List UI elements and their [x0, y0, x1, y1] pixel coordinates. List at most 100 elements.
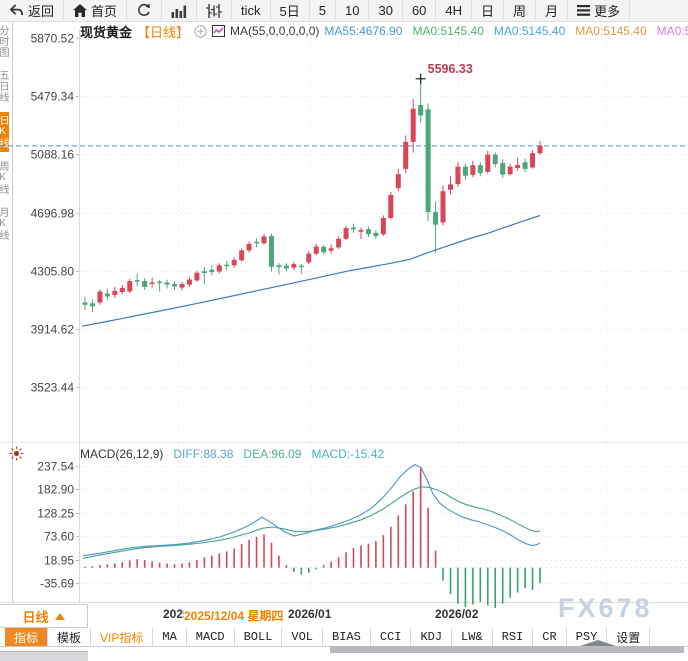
candle	[336, 238, 342, 248]
crosshair-date-tooltip: 2025/12/04 星期四	[184, 607, 284, 624]
candle	[231, 259, 237, 266]
x-axis-label-3: 2026/02	[435, 607, 479, 621]
candle	[82, 302, 88, 305]
tick-tab[interactable]: tick	[232, 0, 271, 21]
macd-header: MACD(26,12,9) DIFF:88.38 DEA:96.09 MACD:-1…	[80, 447, 680, 462]
sidebar-item-0[interactable]: 分时图	[0, 25, 8, 58]
candle	[179, 284, 185, 288]
4h-tab[interactable]: 4H	[436, 0, 473, 21]
candle	[119, 287, 125, 293]
fx678-watermark: FX678	[558, 593, 653, 623]
more-button[interactable]: 更多	[568, 0, 631, 21]
alert-sun-icon[interactable]	[9, 446, 24, 466]
candle	[328, 248, 334, 251]
price-y-tick: 4305.80	[31, 265, 75, 279]
sidebar-item-4[interactable]: 月K线	[0, 207, 8, 241]
candle	[142, 281, 148, 287]
tab-settings[interactable]: 设置	[607, 628, 651, 646]
home-icon	[73, 4, 88, 17]
tab-lw[interactable]: LW&	[452, 628, 493, 646]
sidebar-item-3[interactable]: 周K线	[0, 161, 8, 195]
tab-macd[interactable]: MACD	[187, 628, 235, 646]
candle	[351, 227, 357, 230]
candle	[537, 145, 543, 154]
bar-chart-icon	[171, 4, 187, 18]
10min-tab[interactable]: 10	[336, 0, 370, 21]
price-y-tick: 3914.62	[31, 323, 75, 337]
tab-kdj[interactable]: KDJ	[411, 628, 453, 646]
toolbar-item-label: tick	[241, 3, 261, 18]
candle	[515, 165, 521, 169]
tab-rsi[interactable]: RSI	[493, 628, 534, 646]
indicator-chart-icon[interactable]	[212, 25, 226, 37]
week-tab[interactable]: 周	[504, 0, 537, 21]
status-stub	[0, 651, 88, 661]
candle	[410, 108, 416, 142]
tab-template[interactable]: 模板	[48, 628, 92, 646]
highest-price-marker: 5596.33	[415, 62, 473, 84]
back-button[interactable]: 返回	[0, 0, 65, 21]
candle	[246, 243, 252, 251]
candles	[82, 78, 543, 313]
tab-indicator[interactable]: 指标	[5, 628, 49, 646]
candle	[477, 165, 483, 174]
tab-vol[interactable]: VOL	[282, 628, 324, 646]
indicator-value: MA0:5145.40	[575, 24, 647, 38]
candle	[507, 166, 513, 175]
candle	[433, 212, 439, 225]
gridlines: 5870.52 5479.34 5088.16 4696.98 4305.80 3914.…	[0, 30, 688, 603]
indicator-value: DEA:96.09	[243, 447, 302, 461]
price-y-tick: 5088.16	[31, 148, 75, 162]
candle	[425, 109, 431, 213]
candle	[388, 194, 394, 218]
candle	[291, 264, 297, 268]
candle	[216, 265, 222, 272]
bottom-scroll-handle[interactable]	[330, 640, 684, 653]
tab-ma[interactable]: MA	[153, 628, 187, 646]
day-tab[interactable]: 日	[472, 0, 505, 21]
tab-boll[interactable]: BOLL	[235, 628, 283, 646]
candle	[343, 228, 349, 239]
toolbar-item-label: 首页	[91, 4, 118, 19]
5d-tab[interactable]: 5日	[271, 0, 310, 21]
candle	[321, 246, 327, 253]
candle	[127, 281, 133, 292]
tab-vip-indicator[interactable]: VIP指标	[91, 628, 154, 646]
home-button[interactable]: 首页	[64, 0, 128, 21]
sidebar-item-1[interactable]: 五日线	[0, 70, 8, 103]
bar-chart-button[interactable]	[162, 0, 198, 21]
candle	[104, 293, 110, 297]
tab-cci[interactable]: CCI	[371, 628, 412, 646]
refresh-button[interactable]	[127, 0, 163, 21]
toolbar-item-label: 10	[345, 3, 360, 18]
candle	[89, 303, 95, 307]
indicator-value: MA55:4676.90	[324, 24, 403, 38]
candle	[149, 282, 155, 285]
tab-cr[interactable]: CR	[533, 628, 567, 646]
period-selector[interactable]: 日线	[0, 604, 88, 628]
60min-tab[interactable]: 60	[403, 0, 437, 21]
toolbar-item-label: 返回	[28, 4, 55, 19]
sidebar-item-2[interactable]: 日K线	[0, 112, 9, 152]
candle	[380, 217, 386, 235]
30min-tab[interactable]: 30	[369, 0, 403, 21]
candle	[492, 154, 498, 165]
macd-formula: MACD(26,12,9)	[80, 447, 164, 461]
add-circle-icon[interactable]	[194, 24, 207, 38]
expand-up-icon	[580, 640, 616, 646]
toolbar-item-label: 周	[513, 4, 527, 19]
tab-bias[interactable]: BIAS	[323, 628, 371, 646]
candle	[470, 165, 476, 175]
candle	[522, 162, 528, 169]
toolbar-item-label: 日	[481, 4, 495, 19]
month-tab[interactable]: 月	[536, 0, 569, 21]
candle	[157, 281, 163, 284]
indicator-value: DIFF:88.38	[173, 447, 234, 461]
candle	[418, 104, 424, 116]
indicator-value: MACD:-15.42	[311, 447, 385, 461]
candle	[201, 271, 207, 274]
price-y-tick: 5870.52	[31, 32, 75, 46]
5min-tab[interactable]: 5	[310, 0, 336, 21]
candle-chart-button[interactable]	[197, 0, 233, 21]
